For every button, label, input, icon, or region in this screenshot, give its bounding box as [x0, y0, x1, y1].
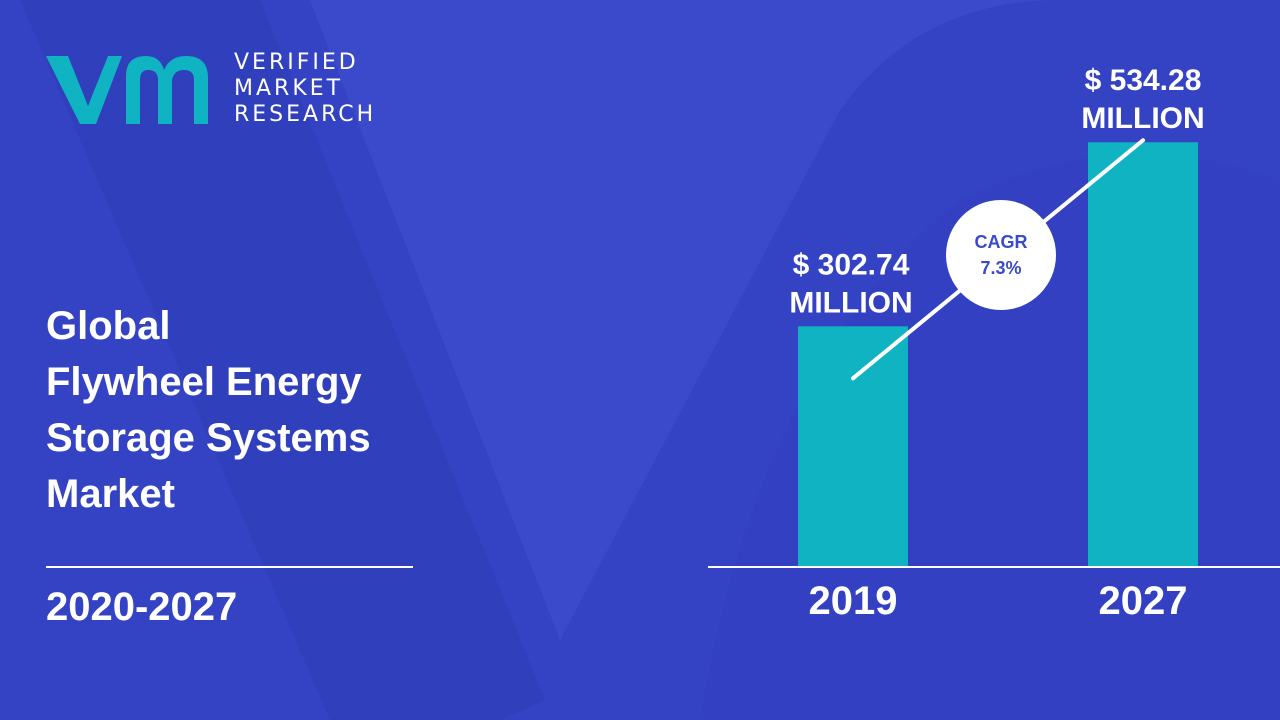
- brand-line-1: VERIFIED: [234, 50, 359, 75]
- brand-logo: VERIFIED MARKET RESEARCH: [42, 46, 402, 136]
- brand-line-2: MARKET: [234, 76, 344, 101]
- data-label-2027-line-1: $ 534.28: [1085, 64, 1202, 97]
- bar-2019: [798, 326, 908, 567]
- title-line-3: Storage Systems: [46, 416, 371, 460]
- data-label-2027-line-2: MILLION: [1081, 102, 1204, 135]
- cagr-label: CAGR: [974, 232, 1028, 252]
- title-line-1: Global: [46, 304, 171, 348]
- bar-2027: [1088, 142, 1198, 567]
- report-title: Global Flywheel Energy Storage Systems M…: [46, 298, 466, 522]
- background-v-shadow: [20, 0, 545, 720]
- title-line-4: Market: [46, 472, 175, 516]
- vmr-logo-icon: [46, 56, 208, 124]
- data-label-2019-line-2: MILLION: [789, 286, 912, 319]
- cagr-badge: CAGR 7.3%: [946, 200, 1056, 310]
- title-divider: [46, 566, 413, 568]
- brand-line-3: RESEARCH: [234, 102, 377, 127]
- x-tick-label-2019: 2019: [809, 579, 898, 623]
- x-tick-label-2027: 2027: [1099, 579, 1188, 623]
- forecast-period: 2020-2027: [46, 585, 238, 629]
- brand-name: VERIFIED MARKET RESEARCH: [234, 50, 376, 128]
- data-label-2019-line-1: $ 302.74: [793, 248, 910, 281]
- title-line-2: Flywheel Energy: [46, 360, 362, 404]
- cagr-value: 7.3%: [980, 258, 1022, 278]
